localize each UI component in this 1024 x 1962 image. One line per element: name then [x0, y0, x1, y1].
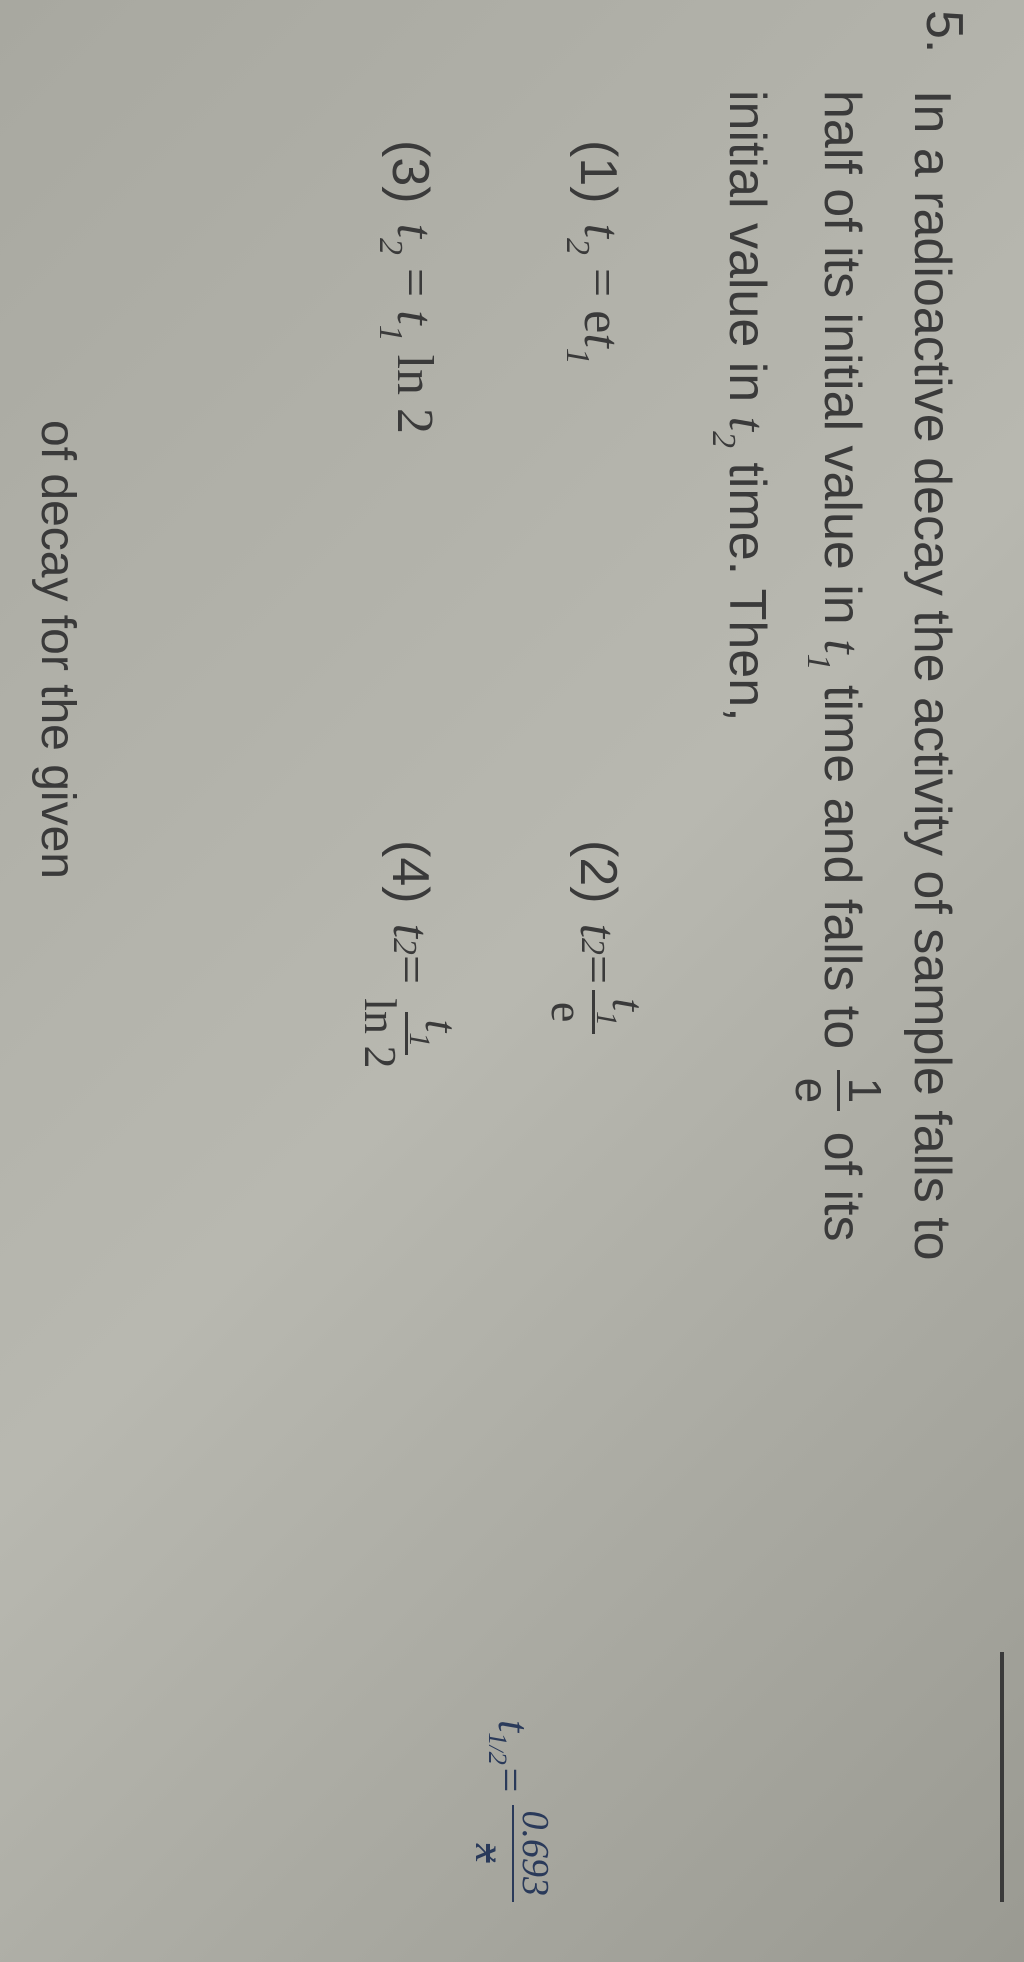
- opt2-lhs-var: t: [568, 924, 627, 938]
- sub-1: 1: [800, 654, 837, 671]
- opt4-num-sub: 1: [403, 1032, 436, 1047]
- opt3-rhs-text: ln 2: [386, 355, 443, 434]
- opt3-eq: =: [386, 268, 443, 310]
- opt1-eq: = e: [573, 268, 630, 333]
- opt3-lhs-var: t: [386, 224, 443, 238]
- opt2-den: e: [544, 994, 592, 1030]
- fraction-1-over-e: 1 e: [789, 1070, 888, 1112]
- option-3: (3) t2 = t1 ln 2: [377, 140, 443, 840]
- opt1-rhs-sub: 1: [559, 348, 596, 365]
- question-line3-part1: initial value in: [718, 90, 776, 417]
- options-container: (1) t2 = et1 (2) t2 = t1 e: [357, 140, 651, 1902]
- opt4-lhs-sub: 2: [385, 938, 423, 955]
- opt2-lhs-sub: 2: [573, 938, 611, 955]
- option-1-label: (1): [568, 140, 628, 204]
- question-line2-part3: of its: [813, 1132, 871, 1242]
- decorative-line: [1000, 1652, 1004, 1902]
- option-2: (2) t2 = t1 e: [544, 840, 651, 1340]
- question-line2-part2: time and falls to: [813, 671, 871, 1064]
- opt4-fraction: t1 ln 2: [357, 990, 464, 1076]
- opt2-fraction: t1 e: [544, 990, 651, 1034]
- sub-2: 2: [705, 431, 742, 448]
- var-t2: t: [718, 417, 775, 431]
- var-t1: t: [813, 639, 870, 653]
- handwritten-note: t1/2 = 0.693 x: [468, 1720, 554, 1902]
- opt2-num-sub: 1: [590, 1011, 623, 1026]
- opt3-lhs-sub: 2: [372, 238, 409, 255]
- option-4-label: (4): [380, 840, 440, 904]
- hw-num: 0.693: [512, 1805, 554, 1903]
- option-1: (1) t2 = et1: [564, 140, 630, 840]
- question-line3-part2: time. Then,: [718, 448, 776, 722]
- hw-den: x: [468, 1838, 512, 1869]
- opt1-lhs-var: t: [573, 224, 630, 238]
- footer-cutoff-text: of decay for the given: [30, 420, 85, 879]
- fraction-den: e: [789, 1070, 837, 1112]
- opt2-eq: =: [568, 955, 627, 984]
- opt4-lhs-var: t: [381, 924, 440, 938]
- question-number: 5.: [914, 10, 974, 53]
- option-3-label: (3): [380, 140, 440, 204]
- opt4-num-var: t: [416, 1020, 467, 1033]
- option-2-label: (2): [568, 840, 628, 904]
- opt4-den: ln 2: [357, 990, 405, 1076]
- opt4-eq: =: [381, 955, 440, 984]
- question-line2-part1: half of its initial value in: [813, 90, 871, 639]
- opt3-rhs-var: t: [386, 310, 443, 324]
- hw-eq: =: [486, 1765, 537, 1795]
- question-line1: In a radioactive decay the activity of s…: [903, 90, 961, 1261]
- hw-sub1: 1: [484, 1732, 514, 1745]
- opt3-rhs-sub: 1: [372, 325, 409, 342]
- option-row-2: (3) t2 = t1 ln 2 (4) t2 = t1 ln 2: [357, 140, 464, 1902]
- option-4: (4) t2 = t1 ln 2: [357, 840, 464, 1340]
- opt2-num-var: t: [603, 998, 654, 1011]
- hw-var: t: [489, 1720, 538, 1732]
- opt1-lhs-sub: 2: [559, 238, 596, 255]
- hw-sub2: 2: [484, 1752, 514, 1765]
- question-body: In a radioactive decay the activity of s…: [701, 90, 974, 1902]
- opt1-rhs-var: t: [573, 333, 630, 347]
- hw-fraction: 0.693 x: [468, 1805, 554, 1903]
- option-row-1: (1) t2 = et1 (2) t2 = t1 e: [544, 140, 651, 1902]
- fraction-num: 1: [837, 1070, 888, 1112]
